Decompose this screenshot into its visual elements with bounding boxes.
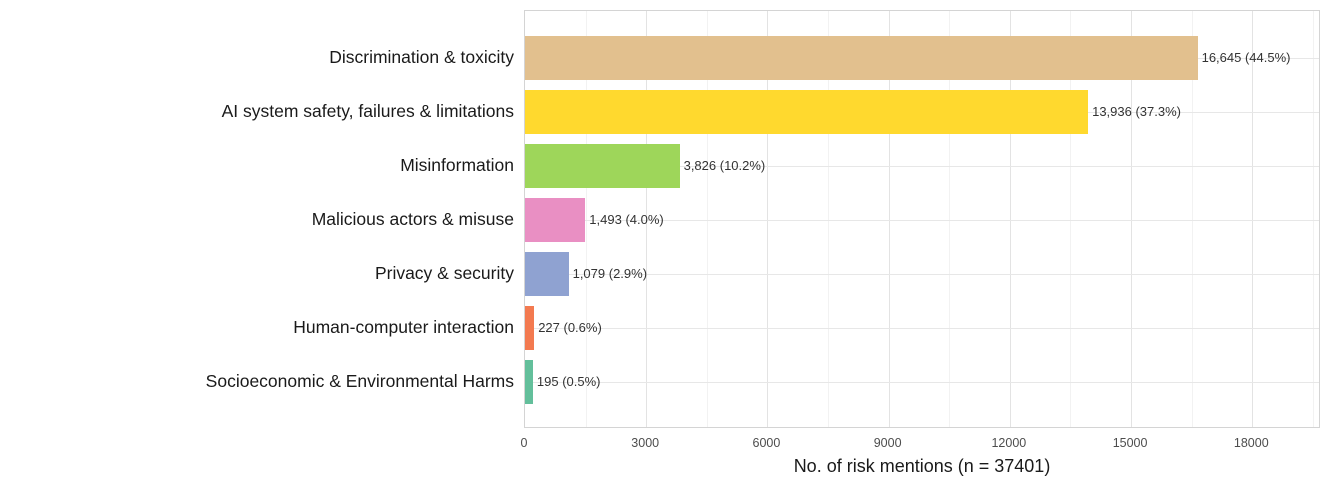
bar-7 [525, 360, 533, 404]
row-gridline [525, 166, 1319, 167]
minor-gridline [828, 11, 830, 427]
minor-gridline [706, 11, 708, 427]
x-tick-label: 3000 [631, 436, 660, 450]
x-tick-label: 6000 [752, 436, 781, 450]
bar-value-label: 195 (0.5%) [536, 374, 601, 389]
category-label: Discrimination & toxicity [329, 47, 514, 67]
bar-1 [525, 36, 1198, 80]
minor-gridline [949, 11, 951, 427]
row-gridline [525, 220, 1319, 221]
x-axis-title: No. of risk mentions (n = 37401) [793, 456, 1051, 476]
bar-3 [525, 144, 680, 188]
minor-gridline [585, 11, 587, 427]
category-label: Human-computer interaction [293, 317, 514, 337]
category-label: Malicious actors & misuse [311, 209, 514, 229]
minor-gridline [1312, 11, 1314, 427]
row-gridline [525, 274, 1319, 275]
minor-gridline [1191, 11, 1193, 427]
row-gridline [525, 382, 1319, 383]
row-gridline [525, 328, 1319, 329]
x-tick-label: 0 [520, 436, 528, 450]
major-gridline [767, 11, 769, 427]
category-label: Socioeconomic & Environmental Harms [205, 371, 514, 391]
bar-value-label: 227 (0.6%) [538, 320, 602, 335]
bar-value-label: 1,493 (4.0%) [589, 212, 664, 227]
major-gridline [1131, 11, 1133, 427]
bar-value-label: 16,645 (44.5%) [1201, 50, 1291, 65]
major-gridline [1009, 11, 1011, 427]
minor-gridline [1070, 11, 1072, 427]
bar-value-label: 13,936 (37.3%) [1092, 104, 1181, 119]
bar-6 [525, 306, 535, 350]
category-label: Privacy & security [374, 263, 514, 283]
x-tick-label: 15000 [1112, 436, 1148, 450]
x-tick-label: 12000 [991, 436, 1027, 450]
bar-value-label: 1,079 (2.9%) [572, 266, 648, 281]
bar-4 [525, 198, 586, 242]
major-gridline [888, 11, 890, 427]
category-label: AI system safety, failures & limitations [221, 101, 514, 121]
plot-panel: 16,645 (44.5%) 13,936 (37.3%) 3,826 (10.2%… [524, 10, 1320, 428]
x-tick-label: 18000 [1233, 436, 1269, 450]
bar-2 [525, 90, 1089, 134]
bar-5 [525, 252, 569, 296]
category-label: Misinformation [400, 155, 514, 175]
x-tick-label: 9000 [873, 436, 902, 450]
bar-value-label: 3,826 (10.2%) [683, 158, 766, 173]
major-gridline [646, 11, 648, 427]
major-gridline [1252, 11, 1254, 427]
